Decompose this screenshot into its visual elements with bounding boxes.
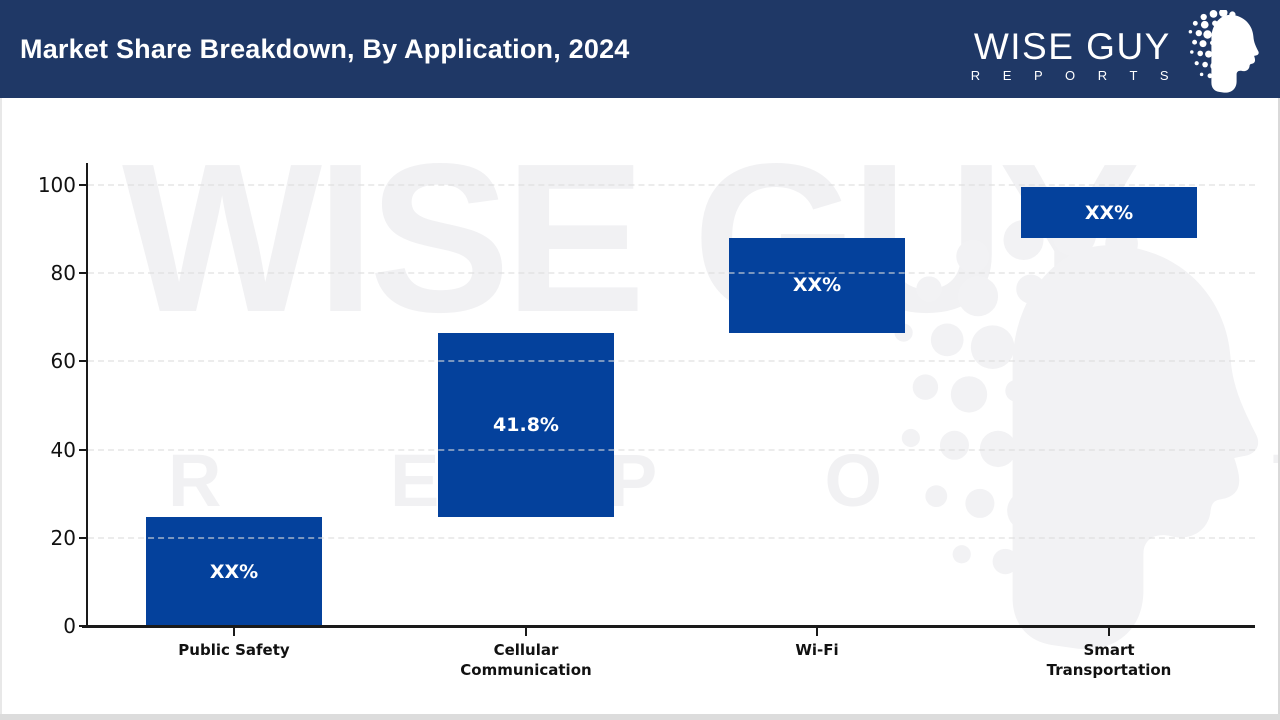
right-edge-divider	[1278, 98, 1280, 720]
bar-value-label-public-safety: XX%	[209, 561, 259, 583]
bottom-strip	[0, 714, 1280, 720]
bar-value-label-smart-transportation: XX%	[1084, 202, 1134, 224]
gridline-60	[88, 360, 1255, 363]
logo-wordmark-main: WISE GUY	[973, 26, 1171, 67]
header: Market Share Breakdown, By Application, …	[0, 0, 1280, 98]
y-axis-line	[86, 163, 88, 628]
bar-cellular-communication	[438, 333, 614, 517]
y-tick-label-20: 20	[50, 525, 76, 550]
y-tick-label-80: 80	[50, 261, 76, 286]
x-tick-mark-cellular-communication	[525, 628, 527, 636]
y-tick-label-40: 40	[50, 437, 76, 462]
x-tick-mark-wi-fi	[816, 628, 818, 636]
watermark-face-icon	[878, 220, 1278, 656]
y-tick-label-100: 100	[37, 173, 76, 197]
wiseguy-logo: WISE GUY R E P O R T S	[971, 4, 1270, 96]
category-label-public-safety: Public Safety	[178, 641, 290, 659]
wiseguy-face-icon	[1180, 10, 1268, 94]
bar-value-label-wi-fi: XX%	[792, 274, 842, 296]
chart-area: WISE GUY R E P O R T S 020406080100XX%Pu…	[0, 98, 1280, 714]
y-tick-mark-60	[79, 360, 87, 363]
y-tick-label-60: 60	[50, 349, 76, 374]
x-tick-mark-public-safety	[233, 628, 235, 636]
category-label-wi-fi: Wi-Fi	[795, 641, 839, 659]
bar-value-label-cellular-communication: 41.8%	[493, 414, 559, 436]
y-tick-mark-40	[79, 448, 87, 451]
x-tick-mark-smart-transportation	[1108, 628, 1110, 636]
left-edge-divider	[0, 98, 2, 720]
category-label-cellular-communication: Cellular Communication	[460, 641, 592, 680]
y-tick-mark-80	[79, 272, 87, 275]
logo-wordmark-sub: R E P O R T S	[970, 68, 1178, 83]
gridline-80	[88, 272, 1255, 275]
bar-wi-fi	[729, 238, 905, 333]
y-tick-mark-20	[79, 536, 87, 539]
y-tick-mark-100	[79, 184, 87, 186]
gridline-100	[88, 184, 1255, 186]
logo-wordmark: WISE GUY R E P O R T S	[967, 28, 1178, 83]
bar-smart-transportation	[1021, 187, 1197, 238]
bar-public-safety	[146, 517, 322, 626]
x-axis-line	[82, 625, 1255, 628]
y-tick-label-0: 0	[63, 614, 76, 638]
watermark-text-main: WISE GUY	[122, 119, 1140, 356]
category-label-smart-transportation: Smart Transportation	[1046, 641, 1172, 680]
page-title: Market Share Breakdown, By Application, …	[20, 34, 630, 64]
gridline-40	[88, 448, 1255, 451]
gridline-20	[88, 536, 1255, 539]
